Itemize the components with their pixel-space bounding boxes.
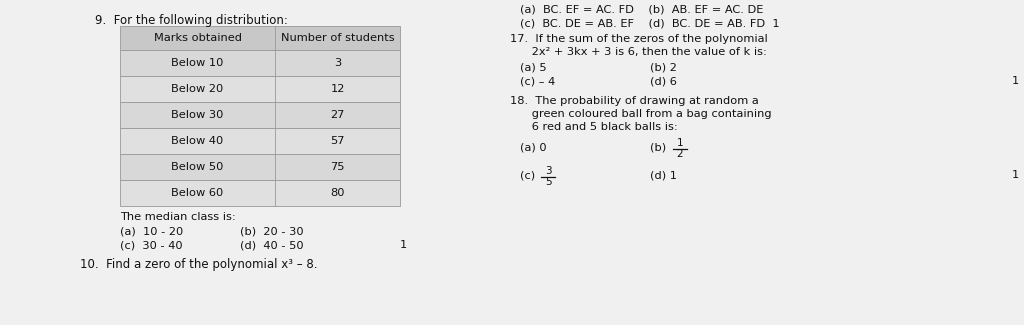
Text: 1: 1 [677, 138, 683, 148]
Text: 3: 3 [545, 166, 551, 176]
Bar [120, 128, 400, 154]
Text: 80: 80 [331, 188, 345, 198]
Text: 1: 1 [400, 240, 408, 250]
Text: Number of students: Number of students [281, 33, 394, 43]
Bar [120, 154, 400, 180]
Text: 75: 75 [331, 162, 345, 172]
Text: 6 red and 5 black balls is:: 6 red and 5 black balls is: [510, 122, 678, 132]
Text: (a)  10 - 20: (a) 10 - 20 [120, 226, 183, 236]
Text: Below 50: Below 50 [171, 162, 223, 172]
Text: The median class is:: The median class is: [120, 212, 236, 222]
Text: 27: 27 [331, 110, 345, 120]
Text: 1: 1 [1012, 76, 1019, 86]
Text: 3: 3 [334, 58, 341, 68]
Text: 1: 1 [1012, 170, 1019, 180]
Bar [120, 102, 400, 128]
Text: Below 40: Below 40 [171, 136, 223, 146]
Text: Below 30: Below 30 [171, 110, 223, 120]
Text: 2x² + 3kx + 3 is 6, then the value of k is:: 2x² + 3kx + 3 is 6, then the value of k … [510, 47, 767, 57]
Text: (a) 5: (a) 5 [520, 62, 547, 72]
Text: (c)  30 - 40: (c) 30 - 40 [120, 240, 182, 250]
Bar [120, 76, 400, 102]
Text: (c): (c) [520, 170, 536, 180]
Text: (b) 2: (b) 2 [650, 62, 677, 72]
Text: (d)  40 - 50: (d) 40 - 50 [240, 240, 304, 250]
Text: 18.  The probability of drawing at random a: 18. The probability of drawing at random… [510, 96, 759, 106]
Text: (b): (b) [650, 142, 667, 152]
Text: Marks obtained: Marks obtained [154, 33, 242, 43]
Text: (a)  BC. EF = AC. FD    (b)  AB. EF = AC. DE: (a) BC. EF = AC. FD (b) AB. EF = AC. DE [520, 5, 763, 15]
Text: (a) 0: (a) 0 [520, 142, 547, 152]
Text: (d) 1: (d) 1 [650, 170, 677, 180]
Text: 2: 2 [677, 149, 683, 159]
Text: 5: 5 [545, 177, 551, 187]
Text: Below 20: Below 20 [171, 84, 223, 94]
Text: green coloured ball from a bag containing: green coloured ball from a bag containin… [510, 109, 772, 119]
Text: (b)  20 - 30: (b) 20 - 30 [240, 226, 304, 236]
Text: (d) 6: (d) 6 [650, 76, 677, 86]
Text: 17.  If the sum of the zeros of the polynomial: 17. If the sum of the zeros of the polyn… [510, 34, 768, 44]
Text: 12: 12 [331, 84, 345, 94]
Text: 9.  For the following distribution:: 9. For the following distribution: [95, 14, 288, 27]
Text: Below 10: Below 10 [171, 58, 223, 68]
Text: (c)  BC. DE = AB. EF    (d)  BC. DE = AB. FD  1: (c) BC. DE = AB. EF (d) BC. DE = AB. FD … [520, 18, 779, 28]
Bar [120, 180, 400, 206]
Text: 57: 57 [331, 136, 345, 146]
Text: 10.  Find a zero of the polynomial x³ – 8.: 10. Find a zero of the polynomial x³ – 8… [80, 258, 317, 271]
Bar [120, 26, 400, 50]
Text: Below 60: Below 60 [171, 188, 223, 198]
Text: (c) – 4: (c) – 4 [520, 76, 555, 86]
Bar [120, 50, 400, 76]
